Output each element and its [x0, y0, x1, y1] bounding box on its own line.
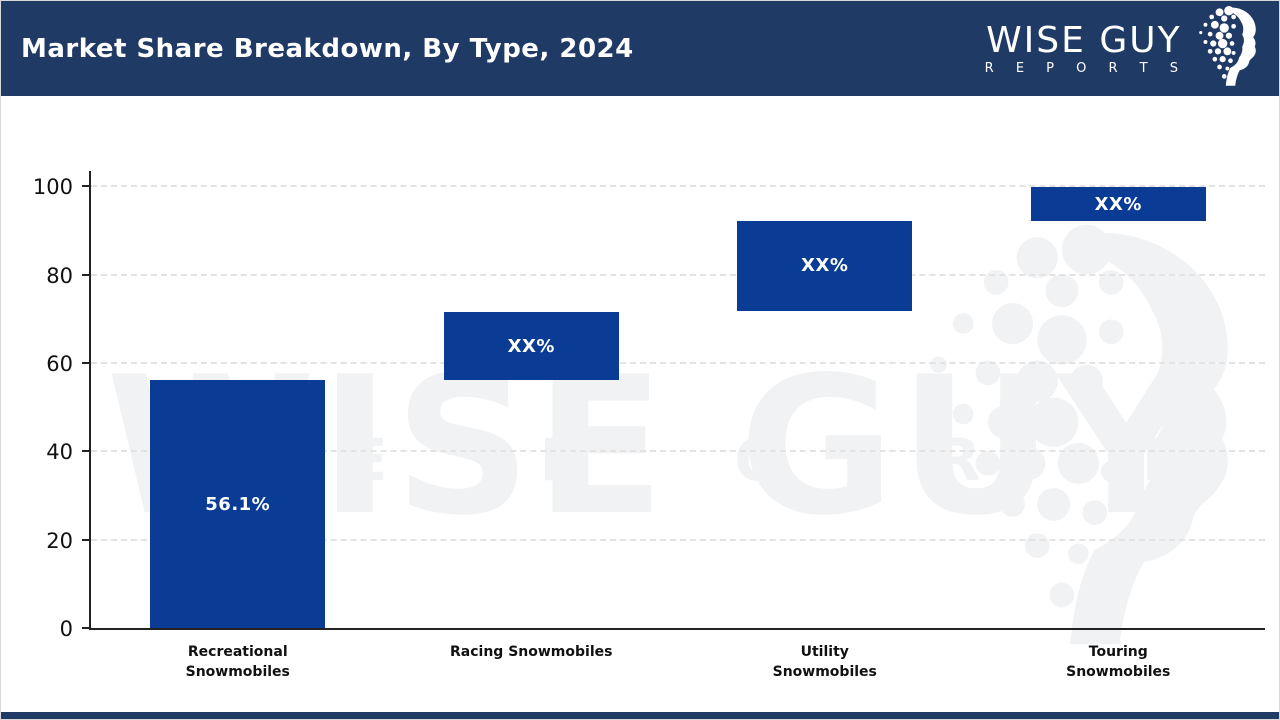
x-category-label: Touring Snowmobiles	[1066, 644, 1171, 681]
y-tickmark	[82, 538, 91, 541]
y-tick-label: 20	[46, 528, 73, 553]
chart-canvas: WISE GUY R E P O R T S 02040608010056.1%…	[1, 96, 1279, 714]
x-category-label: Racing Snowmobiles	[450, 644, 613, 660]
waterfall-bar: 56.1%	[150, 380, 326, 628]
y-tickmark	[82, 362, 91, 365]
bar-value-label: XX%	[801, 255, 849, 277]
y-gridline	[91, 538, 1265, 541]
bar-value-label: XX%	[1094, 193, 1142, 215]
header-bar: Market Share Breakdown, By Type, 2024 WI…	[1, 1, 1279, 96]
y-gridline	[91, 450, 1265, 453]
bar-value-label: XX%	[507, 335, 555, 357]
y-tick-label: 60	[46, 352, 73, 377]
y-tickmark	[82, 185, 91, 188]
x-category-label: Recreational Snowmobiles	[185, 644, 290, 681]
y-tickmark	[82, 273, 91, 276]
logo-wordmark: WISE GUY	[986, 19, 1182, 61]
logo-head-icon	[1199, 5, 1256, 86]
y-tick-label: 0	[59, 617, 73, 641]
y-tickmark	[82, 450, 91, 453]
waterfall-bar: XX%	[1030, 187, 1206, 221]
plot-area: 0 20 40 60 80 100 56.1% Recreational Snowmobiles…	[33, 171, 1265, 680]
logo-subtitle: R E P O R T S	[984, 60, 1187, 76]
wise-guy-logo: WISE GUY R E P O R T S	[981, 5, 1261, 92]
y-tick-label: 80	[46, 263, 73, 288]
bar-value-label: 56.1%	[205, 493, 271, 515]
y-tick-label: 100	[32, 175, 73, 200]
x-category-label: Utility Snowmobiles	[772, 644, 877, 681]
page-title: Market Share Breakdown, By Type, 2024	[21, 33, 634, 64]
y-gridline	[91, 185, 1265, 188]
footer-bar	[1, 712, 1279, 719]
y-tickmark	[82, 627, 91, 629]
waterfall-bar: XX%	[737, 220, 913, 311]
y-gridline	[91, 273, 1265, 276]
y-gridline	[91, 362, 1265, 365]
y-tick-label: 40	[46, 440, 73, 465]
waterfall-bar: XX%	[443, 312, 619, 381]
